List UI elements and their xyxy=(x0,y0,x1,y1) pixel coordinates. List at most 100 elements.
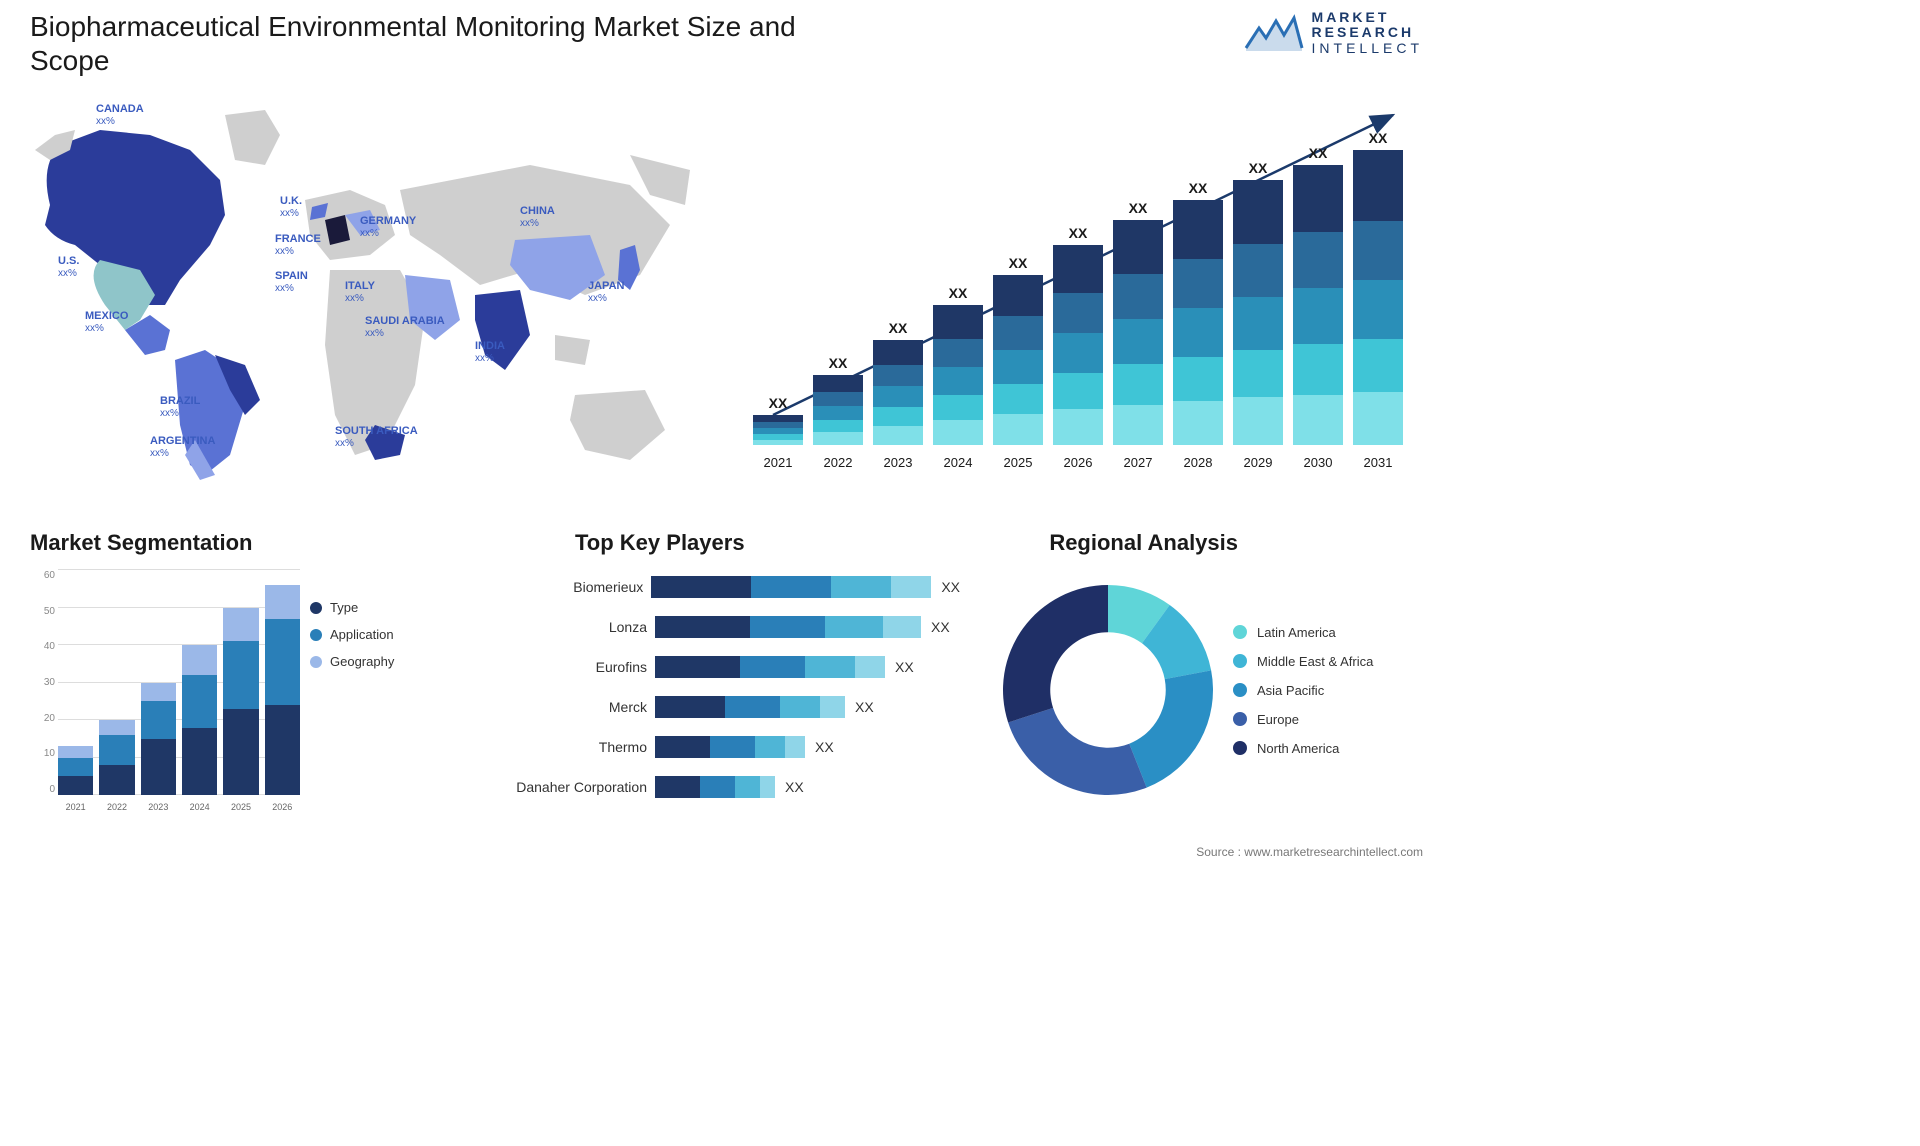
player-name: Danaher Corporation xyxy=(490,779,655,795)
growth-bar-value: XX xyxy=(949,285,968,301)
growth-xlabel: 2029 xyxy=(1233,455,1283,470)
player-value: XX xyxy=(895,659,914,675)
seg-bar xyxy=(182,570,217,795)
seg-bars xyxy=(58,570,300,795)
map-label: INDIAxx% xyxy=(475,340,505,364)
growth-bars: XXXXXXXXXXXXXXXXXXXXXX xyxy=(753,140,1403,445)
seg-y-axis: 6050403020100 xyxy=(30,570,55,795)
growth-bar: XX xyxy=(1233,160,1283,445)
region-legend-label: Middle East & Africa xyxy=(1257,654,1373,669)
map-label: SAUDI ARABIAxx% xyxy=(365,315,445,339)
logo-icon xyxy=(1244,13,1304,53)
seg-xlabel: 2026 xyxy=(265,802,300,812)
map-label: CANADAxx% xyxy=(96,103,144,127)
donut-svg xyxy=(1003,585,1213,795)
seg-legend-label: Application xyxy=(330,627,394,642)
growth-xlabel: 2023 xyxy=(873,455,923,470)
growth-bar: XX xyxy=(813,355,863,445)
seg-bar xyxy=(58,570,93,795)
map-label: GERMANYxx% xyxy=(360,215,416,239)
world-map: CANADAxx%U.S.xx%MEXICOxx%BRAZILxx%ARGENT… xyxy=(30,95,700,485)
player-value: XX xyxy=(931,619,950,635)
seg-legend-item: Application xyxy=(310,627,430,642)
map-label: ARGENTINAxx% xyxy=(150,435,215,459)
seg-ytick: 0 xyxy=(30,784,55,795)
growth-chart: XXXXXXXXXXXXXXXXXXXXXX 20212022202320242… xyxy=(743,100,1413,470)
donut-slice xyxy=(1008,708,1147,795)
seg-xlabel: 2024 xyxy=(182,802,217,812)
growth-bar-value: XX xyxy=(829,355,848,371)
player-name: Thermo xyxy=(490,739,655,755)
seg-bar xyxy=(99,570,134,795)
player-name: Biomerieux xyxy=(490,579,651,595)
player-value: XX xyxy=(855,699,874,715)
seg-bar xyxy=(141,570,176,795)
seg-xlabels: 202120222023202420252026 xyxy=(58,802,300,812)
player-value: XX xyxy=(941,579,960,595)
growth-bar: XX xyxy=(1353,130,1403,445)
seg-legend: Type Application Geography xyxy=(310,600,430,669)
source-text: Source : www.marketresearchintellect.com xyxy=(1196,845,1423,859)
logo-line1: MARKET xyxy=(1312,10,1423,25)
player-value: XX xyxy=(785,779,804,795)
segmentation-header: Market Segmentation xyxy=(30,530,253,556)
growth-xlabel: 2030 xyxy=(1293,455,1343,470)
growth-bar: XX xyxy=(753,395,803,445)
growth-bar: XX xyxy=(1173,180,1223,445)
player-name: Eurofins xyxy=(490,659,655,675)
region-legend-label: Latin America xyxy=(1257,625,1336,640)
growth-xlabel: 2022 xyxy=(813,455,863,470)
region-legend: Latin America Middle East & Africa Asia Pa… xyxy=(1233,625,1373,756)
map-label: U.K.xx% xyxy=(280,195,302,219)
growth-xlabel: 2027 xyxy=(1113,455,1163,470)
region-legend-item: Asia Pacific xyxy=(1233,683,1373,698)
growth-bar-value: XX xyxy=(1369,130,1388,146)
growth-bar-value: XX xyxy=(1129,200,1148,216)
seg-legend-label: Geography xyxy=(330,654,394,669)
seg-ytick: 60 xyxy=(30,570,55,581)
brand-logo: MARKET RESEARCH INTELLECT xyxy=(1244,10,1423,56)
growth-xlabel: 2024 xyxy=(933,455,983,470)
donut-slice xyxy=(1129,670,1213,787)
growth-bar-value: XX xyxy=(1189,180,1208,196)
map-label: ITALYxx% xyxy=(345,280,375,304)
map-label: JAPANxx% xyxy=(588,280,624,304)
seg-legend-label: Type xyxy=(330,600,358,615)
seg-xlabel: 2022 xyxy=(99,802,134,812)
regional-chart: Latin America Middle East & Africa Asia Pa… xyxy=(1003,560,1423,820)
players-header: Top Key Players xyxy=(575,530,745,556)
page-title: Biopharmaceutical Environmental Monitori… xyxy=(30,10,830,77)
region-legend-item: Latin America xyxy=(1233,625,1373,640)
player-row: LonzaXX xyxy=(490,610,960,644)
map-label: CHINAxx% xyxy=(520,205,555,229)
segmentation-chart: 6050403020100 202120222023202420252026 T… xyxy=(30,570,430,820)
map-label: FRANCExx% xyxy=(275,233,321,257)
growth-xlabels: 2021202220232024202520262027202820292030… xyxy=(753,455,1403,470)
donut-wrap xyxy=(1003,585,1213,795)
growth-bar: XX xyxy=(1053,225,1103,445)
growth-xlabel: 2028 xyxy=(1173,455,1223,470)
seg-ytick: 10 xyxy=(30,748,55,759)
growth-xlabel: 2026 xyxy=(1053,455,1103,470)
growth-bar-value: XX xyxy=(1009,255,1028,271)
seg-xlabel: 2025 xyxy=(223,802,258,812)
growth-bar-value: XX xyxy=(1249,160,1268,176)
growth-xlabel: 2031 xyxy=(1353,455,1403,470)
region-legend-label: Asia Pacific xyxy=(1257,683,1324,698)
growth-xlabel: 2025 xyxy=(993,455,1043,470)
player-row: Danaher Corporation XX xyxy=(490,770,960,804)
seg-ytick: 20 xyxy=(30,713,55,724)
growth-bar-value: XX xyxy=(1069,225,1088,241)
seg-bar xyxy=(265,570,300,795)
seg-xlabel: 2021 xyxy=(58,802,93,812)
player-name: Merck xyxy=(490,699,655,715)
regional-header: Regional Analysis xyxy=(1049,530,1238,556)
seg-bar xyxy=(223,570,258,795)
region-legend-item: Middle East & Africa xyxy=(1233,654,1373,669)
map-label: SOUTH AFRICAxx% xyxy=(335,425,418,449)
seg-ytick: 30 xyxy=(30,677,55,688)
region-legend-item: North America xyxy=(1233,741,1373,756)
map-label: BRAZILxx% xyxy=(160,395,200,419)
player-row: Eurofins XX xyxy=(490,650,960,684)
growth-bar: XX xyxy=(1113,200,1163,445)
